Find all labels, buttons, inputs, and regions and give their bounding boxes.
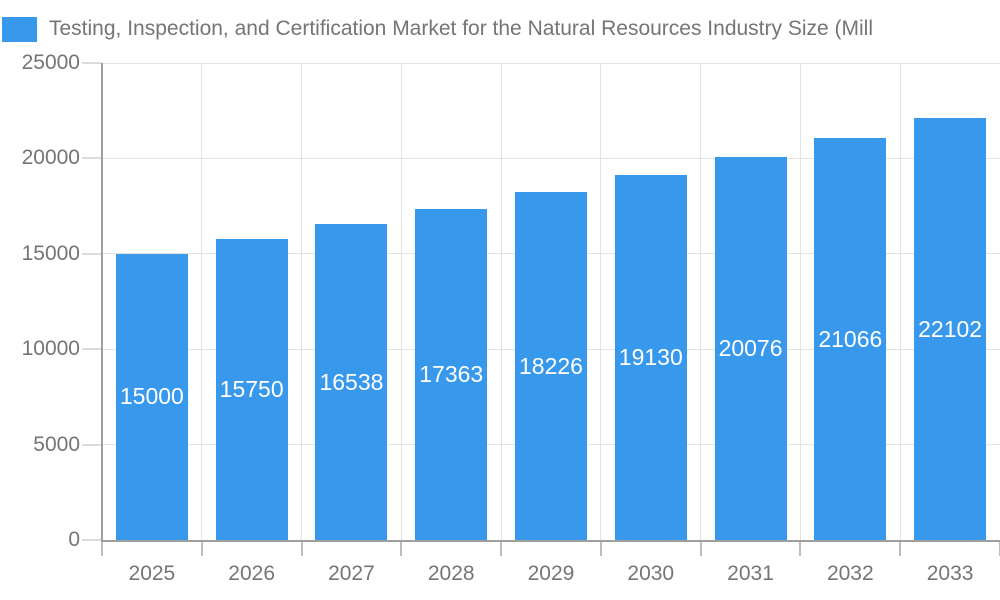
x-axis-tick [599, 540, 602, 556]
x-axis-tick [200, 540, 203, 556]
y-gridline [102, 157, 1000, 159]
x-gridline [700, 63, 702, 540]
x-axis-tick [500, 540, 503, 556]
bar-2026: 15750 [215, 239, 288, 540]
bar-value-label: 20076 [718, 334, 783, 361]
bar-value-label: 18226 [519, 352, 583, 379]
y-gridline [102, 62, 1000, 64]
y-axis-tick [82, 348, 102, 351]
x-gridline [799, 63, 801, 540]
bar-2033: 22102 [914, 118, 987, 540]
x-axis-category-label: 2029 [527, 562, 575, 585]
x-axis-line [101, 540, 1000, 542]
y-axis-tick-label: 25000 [21, 51, 80, 74]
bar-2032: 21066 [814, 138, 887, 540]
y-axis-tick-label: 5000 [33, 432, 80, 456]
bar-value-label: 16538 [319, 368, 384, 395]
x-axis-tick [400, 540, 403, 556]
bar-value-label: 19130 [618, 343, 683, 370]
bar-value-label: 21066 [818, 325, 883, 352]
x-gridline [201, 63, 203, 540]
y-axis-tick [82, 539, 102, 541]
x-axis-category-label: 2033 [926, 562, 974, 585]
x-axis-category-label: 2030 [627, 562, 675, 585]
y-axis-tick [82, 443, 102, 446]
bar-2030: 19130 [614, 174, 687, 540]
bar-2027: 16538 [315, 224, 388, 540]
bar-value-label: 15750 [219, 376, 284, 403]
y-axis-tick-label: 20000 [21, 146, 80, 170]
x-axis-category-label: 2031 [727, 562, 774, 585]
x-gridline [600, 63, 602, 540]
x-gridline [899, 63, 901, 540]
bar-value-label: 15000 [119, 383, 184, 410]
x-axis-tick [899, 540, 902, 556]
x-gridline [400, 63, 402, 540]
x-axis-tick [300, 540, 303, 556]
bar-2025: 15000 [115, 253, 188, 540]
y-axis-tick-label: 0 [68, 528, 80, 551]
legend-color-swatch-icon [2, 16, 37, 42]
bar-value-label: 22102 [918, 315, 983, 342]
x-axis-category-label: 2026 [228, 562, 275, 585]
chart-title: Testing, Inspection, and Certification M… [49, 17, 874, 40]
y-axis-tick [82, 252, 102, 255]
x-axis-category-label: 2027 [328, 562, 375, 585]
x-gridline [500, 63, 502, 540]
chart-legend: Testing, Inspection, and Certification M… [2, 16, 873, 42]
y-axis-tick-label: 15000 [21, 241, 80, 265]
bar-2031: 20076 [714, 156, 787, 540]
bar-value-label: 17363 [419, 360, 484, 387]
x-gridline [301, 63, 303, 540]
x-axis-category-label: 2025 [128, 562, 176, 585]
x-axis-tick [101, 540, 103, 556]
y-axis-tick [82, 157, 102, 160]
y-axis-tick [82, 62, 102, 64]
bar-2028: 17363 [415, 208, 488, 540]
y-axis-line [101, 63, 103, 542]
x-axis-category-label: 2032 [826, 562, 874, 585]
x-axis-category-label: 2028 [427, 562, 475, 585]
x-axis-tick [799, 540, 802, 556]
x-axis-tick [699, 540, 702, 556]
bar-2029: 18226 [515, 192, 587, 540]
y-axis-tick-label: 10000 [21, 337, 80, 361]
